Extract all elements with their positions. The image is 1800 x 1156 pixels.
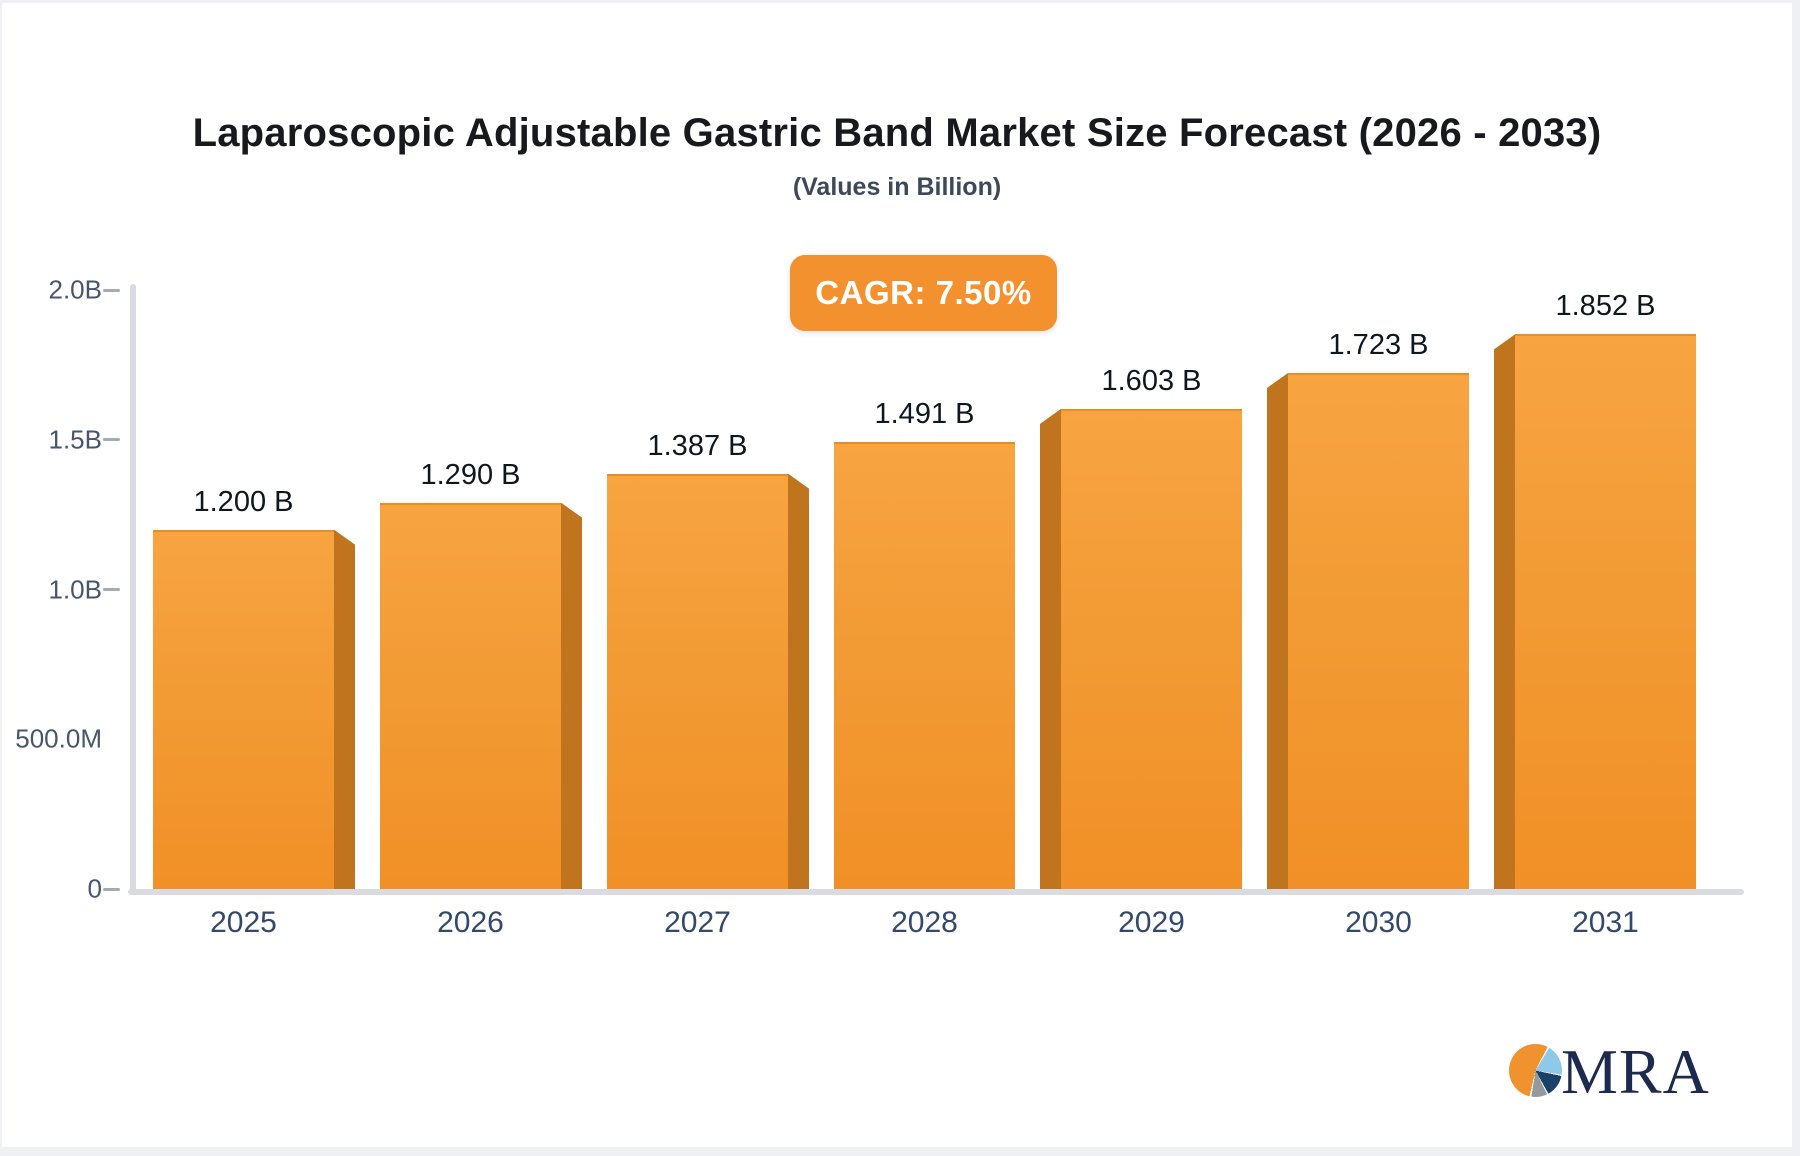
bar-3d-side [1267,372,1288,889]
x-axis-label: 2025 [210,906,277,939]
cagr-badge-label: CAGR: 7.50% [815,274,1032,311]
bar-3d-side [788,473,809,889]
bar [1515,334,1696,889]
bar [153,529,334,889]
y-axis-label: 2.0B [48,274,103,305]
x-axis-label: 2031 [1572,906,1639,939]
bar-3d-side [1040,408,1061,889]
mra-logo: MRA [1507,1035,1747,1107]
pie-chart-logo-icon [1509,1044,1562,1097]
bar [834,442,1015,889]
bar [607,473,788,889]
y-axis-tick [103,438,120,442]
y-axis-tick [103,588,120,591]
bar-value-label: 1.603 B [1101,364,1202,397]
chart-canvas: Laparoscopic Adjustable Gastric Band Mar… [2,3,1792,1147]
chart-subtitle: (Values in Billion) [792,173,1002,201]
bar-3d-side [1494,334,1515,889]
bar [1288,372,1469,889]
y-axis-tick [103,288,120,292]
y-axis-line [130,284,136,895]
bar-value-label: 1.387 B [647,429,748,462]
y-axis-label: 1.5B [48,424,103,455]
chart-title: Laparoscopic Adjustable Gastric Band Mar… [192,111,1602,155]
bar-value-label: 1.491 B [874,398,975,431]
bar-value-label: 1.852 B [1555,290,1656,323]
cagr-badge: CAGR: 7.50% [790,255,1057,331]
logo-text: MRA [1561,1036,1710,1107]
x-axis-label: 2029 [1118,906,1185,939]
bar-value-label: 1.723 B [1328,328,1429,361]
bar-3d-side [334,529,355,889]
y-axis-label: 1.0B [48,574,103,604]
y-axis-tick [103,887,120,891]
bar-3d-side [561,502,582,889]
bar [1061,408,1242,889]
y-axis-label: 0 [87,873,102,904]
x-axis-label: 2028 [891,906,958,939]
bar-value-label: 1.200 B [193,485,294,518]
x-axis-label: 2026 [437,906,504,939]
y-axis-label: 500.0M [15,723,102,754]
bar [380,502,561,889]
x-axis-baseline [128,889,1744,895]
bar-value-label: 1.290 B [420,458,521,491]
x-axis-label: 2030 [1345,906,1412,939]
x-axis-label: 2027 [664,906,731,939]
